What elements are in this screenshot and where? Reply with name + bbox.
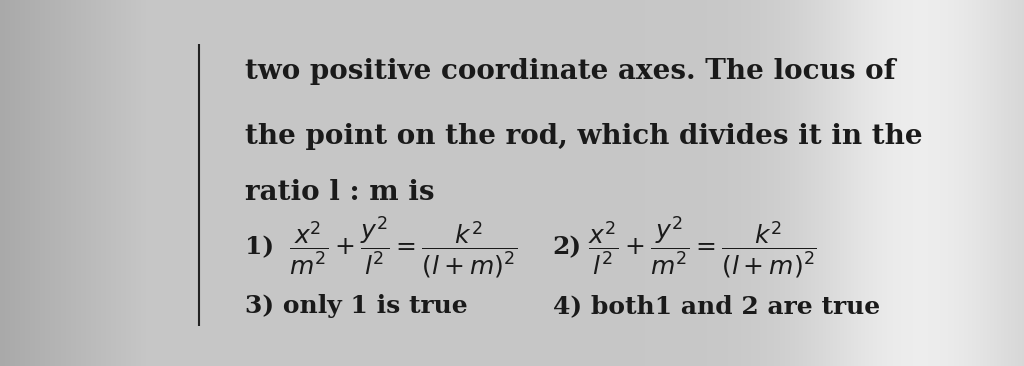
Text: 1): 1) [246, 235, 274, 259]
Text: $\dfrac{x^2}{m^2}+\dfrac{y^2}{l^2}=\dfrac{k^2}{(l+m)^2}$: $\dfrac{x^2}{m^2}+\dfrac{y^2}{l^2}=\dfra… [289, 214, 517, 280]
Text: the point on the rod, which divides it in the: the point on the rod, which divides it i… [246, 123, 923, 150]
Text: 3) only 1 is true: 3) only 1 is true [246, 294, 468, 318]
Text: 2): 2) [553, 235, 582, 259]
Text: $\dfrac{x^2}{l^2}+\dfrac{y^2}{m^2}=\dfrac{k^2}{(l+m)^2}$: $\dfrac{x^2}{l^2}+\dfrac{y^2}{m^2}=\dfra… [588, 214, 817, 280]
Text: 4) both1 and 2 are true: 4) both1 and 2 are true [553, 294, 880, 318]
Text: ratio l : m is: ratio l : m is [246, 179, 435, 206]
Text: two positive coordinate axes. The locus of: two positive coordinate axes. The locus … [246, 58, 896, 85]
